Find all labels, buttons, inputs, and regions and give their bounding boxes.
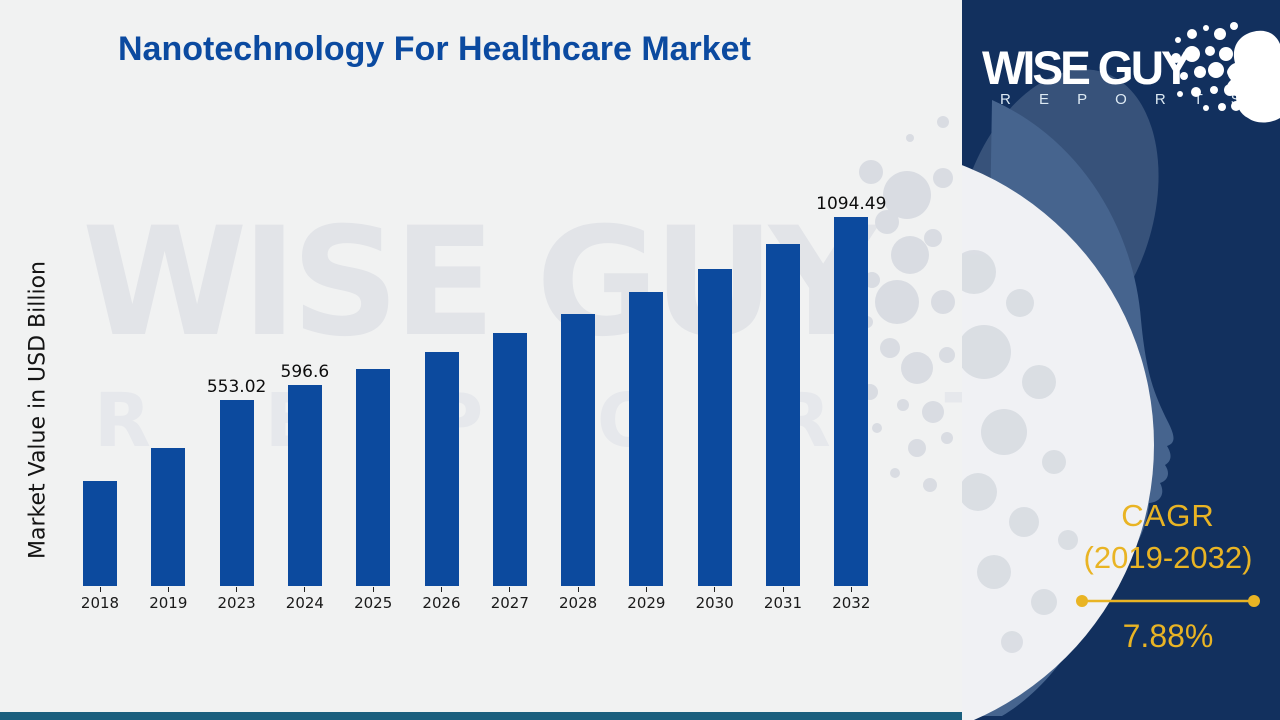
bar-2031 [766,244,800,586]
x-tick-2018 [99,587,101,592]
watermark-wise-guy-text: WISE GUY [82,196,878,370]
bar-2026 [424,352,459,586]
y-axis-label: Market Value in USD Billion [25,260,51,560]
x-tick-label-2027: 2027 [490,594,529,612]
x-tick-2030 [714,587,716,592]
x-tick-2025 [372,587,374,592]
x-tick-label-2019: 2019 [149,594,188,612]
x-tick-label-2023: 2023 [217,594,256,612]
x-tick-2027 [509,587,511,592]
bar-2032 [834,217,869,586]
x-tick-2023 [236,587,238,592]
x-tick-label-2029: 2029 [627,594,666,612]
face-profile-graphic [962,69,1174,720]
x-tick-label-2032: 2032 [832,594,871,612]
x-tick-2031 [782,587,784,592]
bar-2025 [356,369,391,586]
data-label-2023: 553.02 [206,377,267,397]
bar-2027 [492,333,527,586]
cagr-value: 7.88% [1122,618,1214,654]
x-tick-label-2030: 2030 [695,594,734,612]
x-tick-label-2026: 2026 [422,594,461,612]
x-tick-2024 [304,587,306,592]
wise-guy-logo: WISE GUY R E P O R T S [962,0,1280,130]
data-label-2024: 596.6 [280,362,330,382]
logo-face-icon [1171,22,1280,123]
bar-2019 [151,448,186,586]
cagr-heading: CAGR [1121,498,1215,533]
x-tick-2019 [167,587,169,592]
x-tick-2028 [577,587,579,592]
bar-2029 [629,292,664,586]
x-tick-label-2018: 2018 [80,594,120,612]
bar-2018 [83,481,117,586]
plot-area: 2018 2019 2023 553.02 2024 596.6 2025 2026 2027 2… [80,194,887,612]
bottom-accent-band [0,712,1280,720]
chart-title: Nanotechnology For Healthcare Market [118,30,751,68]
cagr-range: (2019-2032) [1083,540,1253,575]
data-label-2032: 1094.49 [816,194,887,214]
cagr-divider-line [1076,595,1260,607]
x-tick-label-2028: 2028 [559,594,598,612]
x-tick-2029 [645,587,647,592]
bar-2030 [697,269,732,586]
cagr-block: CAGR (2019-2032) 7.88% [1062,498,1274,655]
bar-2024 [287,385,322,586]
watermark-dot-pattern [859,116,955,492]
bar-2023 [219,400,254,586]
logo-wordmark: WISE GUY [982,41,1192,94]
x-tick-2032 [850,587,852,592]
brand-panel: WISE GUY R E P O R T S C [962,0,1280,720]
x-tick-label-2024: 2024 [285,594,324,612]
x-tick-2026 [441,587,442,592]
x-tick-label-2025: 2025 [354,594,393,612]
x-tick-label-2031: 2031 [763,594,803,612]
bar-2028 [561,314,596,586]
